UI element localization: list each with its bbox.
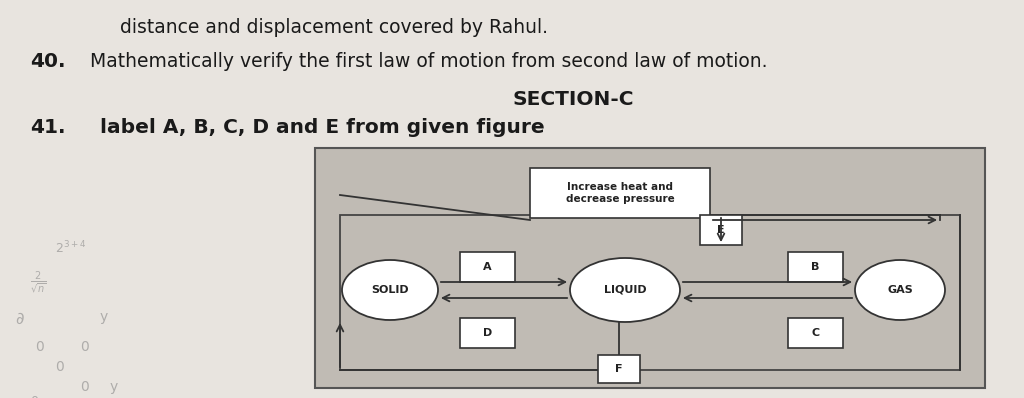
Text: 0: 0 <box>80 340 89 354</box>
Text: 0: 0 <box>30 395 38 398</box>
Text: 0: 0 <box>55 360 63 374</box>
Bar <box>788 252 843 282</box>
Text: 40.: 40. <box>30 52 66 71</box>
Text: Mathematically verify the first law of motion from second law of motion.: Mathematically verify the first law of m… <box>90 52 768 71</box>
Text: B: B <box>811 262 819 272</box>
Text: label A, B, C, D and E from given figure: label A, B, C, D and E from given figure <box>100 118 545 137</box>
Bar <box>460 252 515 282</box>
Text: A: A <box>483 262 492 272</box>
Text: C: C <box>811 328 819 338</box>
Bar <box>530 168 710 218</box>
Text: $2^{3+4}$: $2^{3+4}$ <box>55 240 86 257</box>
Text: E: E <box>717 225 725 235</box>
Text: SOLID: SOLID <box>371 285 409 295</box>
Bar <box>598 355 640 383</box>
Text: $\frac{2}{\sqrt{n}}$: $\frac{2}{\sqrt{n}}$ <box>30 270 47 297</box>
Ellipse shape <box>855 260 945 320</box>
Text: y: y <box>110 380 118 394</box>
Bar <box>315 148 985 388</box>
Bar <box>460 318 515 348</box>
Bar <box>700 215 742 245</box>
Ellipse shape <box>570 258 680 322</box>
Text: GAS: GAS <box>887 285 912 295</box>
Text: D: D <box>483 328 493 338</box>
Text: Increase heat and
decrease pressure: Increase heat and decrease pressure <box>565 182 675 204</box>
Bar <box>788 318 843 348</box>
Text: distance and displacement covered by Rahul.: distance and displacement covered by Rah… <box>120 18 548 37</box>
Text: y: y <box>100 310 109 324</box>
Bar <box>340 215 961 370</box>
Text: $\partial$: $\partial$ <box>15 310 25 328</box>
Text: F: F <box>615 364 623 374</box>
Text: 41.: 41. <box>30 118 66 137</box>
Ellipse shape <box>342 260 438 320</box>
Text: 0: 0 <box>80 380 89 394</box>
Text: 0: 0 <box>35 340 44 354</box>
Text: LIQUID: LIQUID <box>604 285 646 295</box>
Text: SECTION-C: SECTION-C <box>512 90 634 109</box>
